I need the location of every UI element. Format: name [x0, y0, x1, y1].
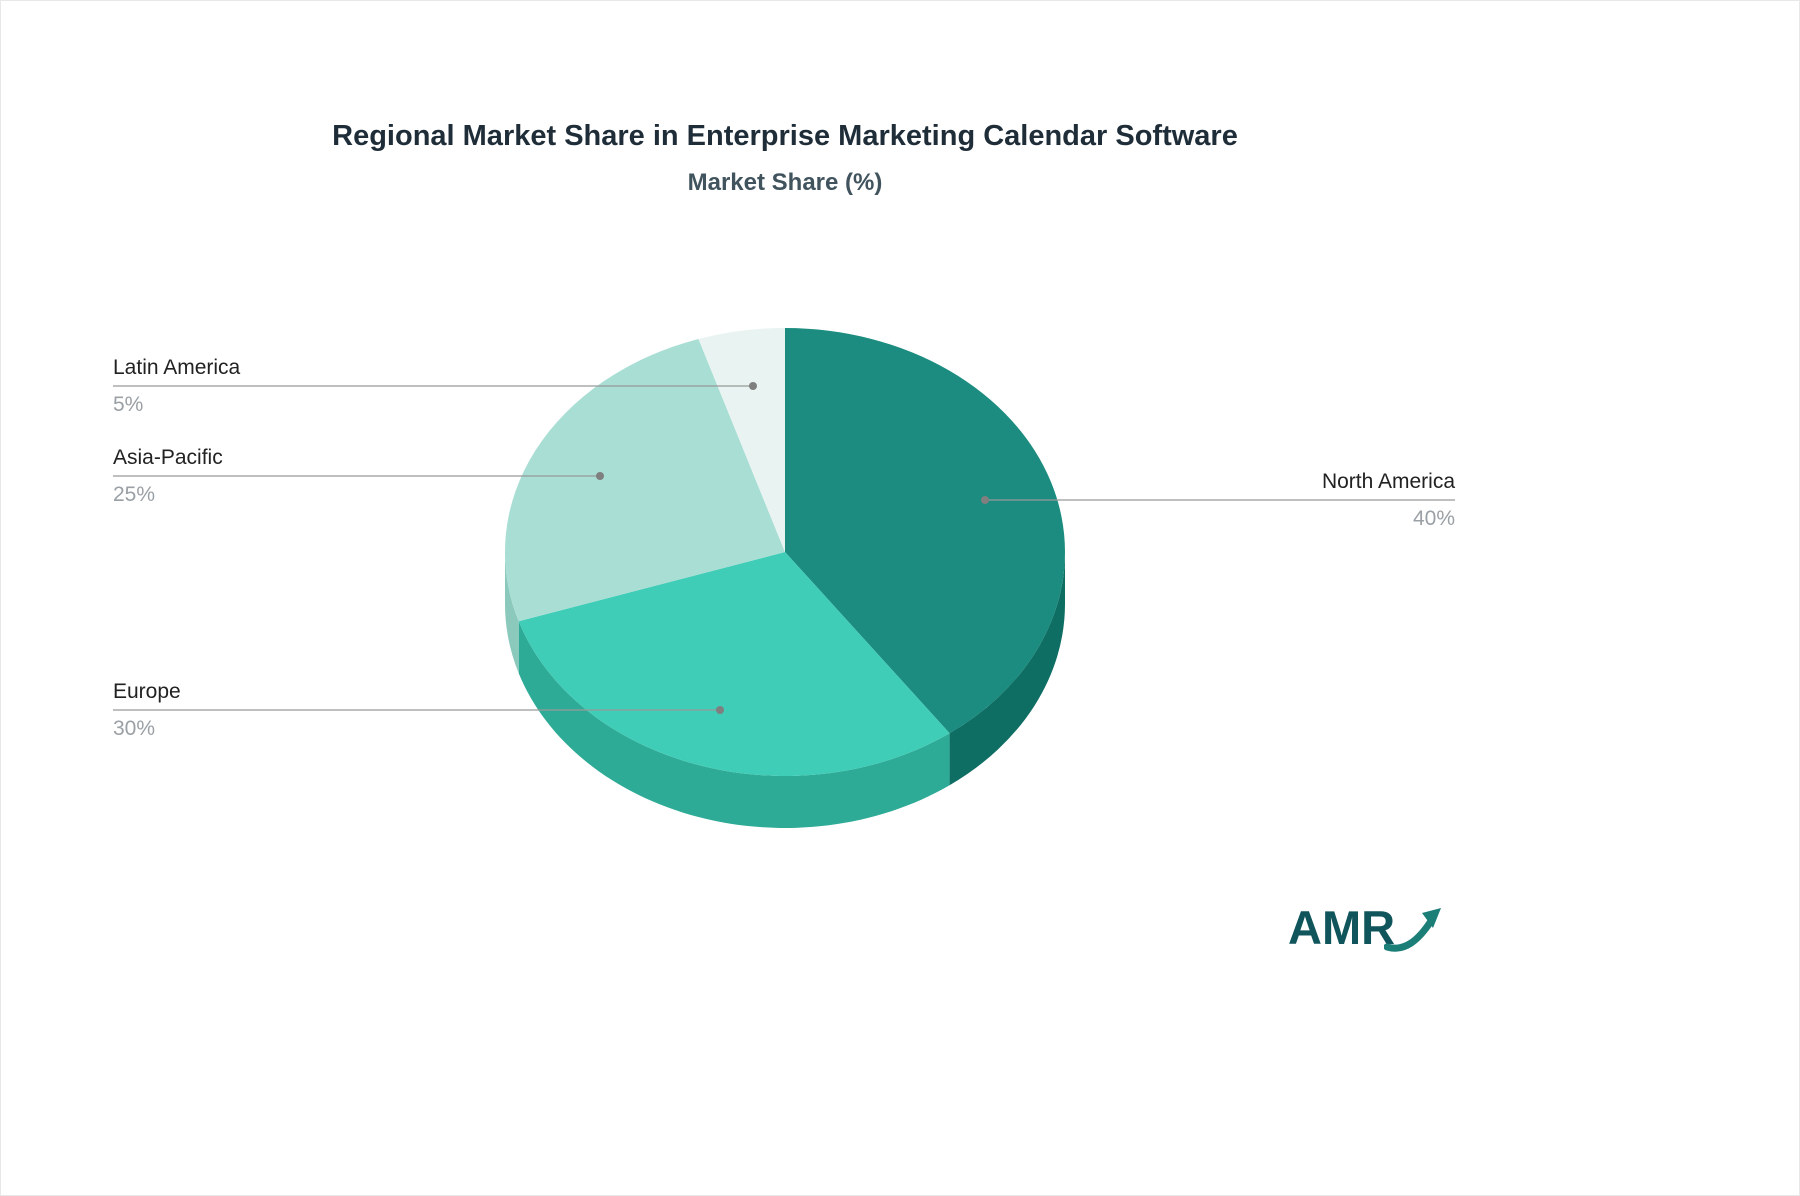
leader-dot-asia-pacific — [596, 472, 604, 480]
label-europe-value: 30% — [113, 717, 156, 740]
pie-slice-asia-pacific — [504, 338, 785, 622]
label-north-america: North America 40% — [1322, 470, 1455, 530]
label-europe: Europe 30% — [113, 680, 181, 740]
pie-side-europe — [518, 621, 950, 828]
pie-slice-europe — [518, 552, 950, 776]
pie-side-asia-pacific — [505, 552, 519, 674]
pie-slice-latin-america — [698, 328, 785, 552]
leader-dot-north-america — [981, 496, 989, 504]
label-asia-pacific-name: Asia-Pacific — [113, 446, 223, 469]
label-asia-pacific: Asia-Pacific 25% — [113, 446, 223, 506]
amr-logo: AMR — [1288, 898, 1448, 960]
label-latin-america-name: Latin America — [113, 356, 241, 379]
chart-title: Regional Market Share in Enterprise Mark… — [332, 120, 1238, 152]
label-asia-pacific-value: 25% — [113, 483, 156, 506]
amr-logo-text: AMR — [1288, 901, 1396, 954]
label-europe-name: Europe — [113, 680, 181, 703]
label-north-america-name: North America — [1321, 470, 1455, 493]
leader-dot-latin-america — [749, 382, 757, 390]
label-north-america-value: 40% — [1412, 507, 1455, 530]
pie-side-north-america — [949, 552, 1065, 786]
label-latin-america-value: 5% — [113, 393, 144, 416]
label-latin-america: Latin America 5% — [113, 356, 240, 416]
leader-dot-europe — [716, 706, 724, 714]
chart-subtitle: Market Share (%) — [687, 169, 883, 196]
amr-logo-arrow-icon — [1384, 908, 1441, 952]
pie-slice-north-america — [785, 328, 1065, 734]
